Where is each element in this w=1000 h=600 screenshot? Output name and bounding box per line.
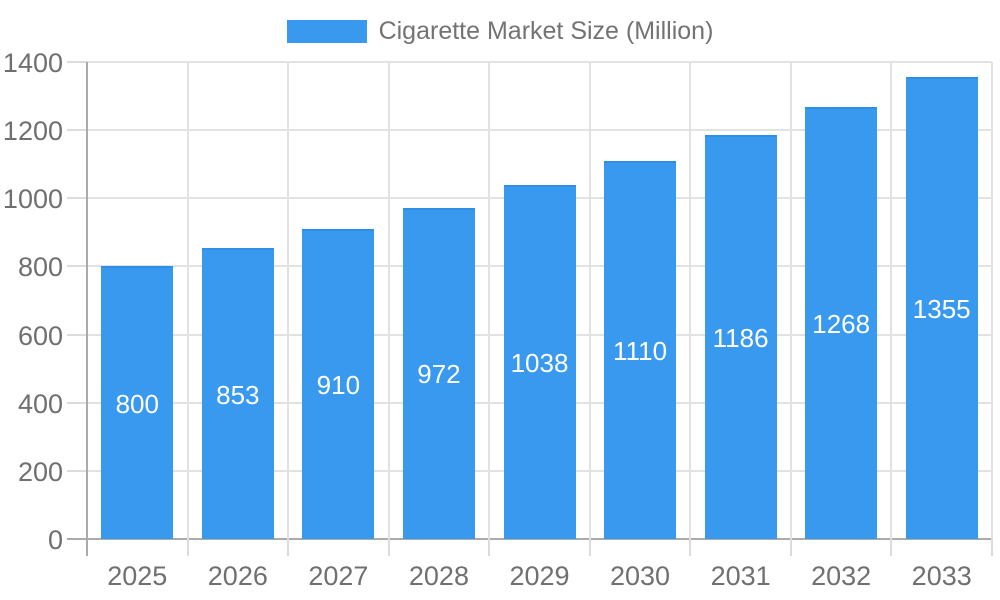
x-gridline: [488, 62, 491, 539]
bar[interactable]: 1110: [604, 160, 677, 539]
x-tick: [890, 539, 893, 556]
x-gridline: [387, 62, 390, 539]
x-tick-label: 2029: [509, 561, 570, 591]
x-tick: [789, 539, 792, 556]
bar-value-label: 853: [216, 379, 260, 410]
x-gridline: [991, 62, 993, 539]
x-tick: [287, 539, 290, 556]
x-tick: [186, 539, 189, 556]
bar[interactable]: 1355: [905, 77, 978, 539]
x-tick-label: 2026: [207, 561, 268, 591]
y-tick-label: 600: [17, 320, 63, 351]
x-tick-label: 2033: [911, 561, 972, 591]
x-gridline: [689, 62, 692, 539]
x-gridline: [186, 62, 189, 539]
bar-value-label: 1110: [613, 335, 668, 366]
y-gridline: [87, 129, 992, 132]
legend-item[interactable]: Cigarette Market Size (Million): [0, 19, 1000, 44]
y-tick: [67, 61, 87, 63]
y-tick-label: 1200: [2, 116, 63, 147]
y-tick-label: 400: [17, 388, 63, 419]
y-tick: [67, 469, 87, 472]
x-tick: [387, 539, 390, 556]
y-tick-label: 1400: [2, 48, 63, 78]
x-tick-label: 2025: [107, 561, 168, 591]
bar[interactable]: 1186: [704, 134, 777, 539]
bar[interactable]: 972: [402, 207, 475, 539]
legend-label: Cigarette Market Size (Million): [378, 17, 714, 45]
y-tick: [67, 129, 87, 132]
y-tick-label: 1000: [2, 184, 63, 215]
bar[interactable]: 800: [101, 266, 174, 539]
bar-value-label: 800: [115, 388, 159, 419]
bar-value-label: 1186: [712, 322, 769, 353]
x-tick-label: 2030: [610, 561, 671, 591]
x-tick: [588, 539, 591, 556]
y-tick: [67, 265, 87, 268]
x-tick-label: 2028: [408, 561, 469, 591]
y-gridline: [87, 538, 992, 540]
x-tick: [689, 539, 692, 556]
bar-value-label: 1355: [912, 294, 971, 325]
x-tick-label: 2032: [811, 561, 872, 591]
y-tick-label: 200: [17, 456, 63, 487]
y-tick: [67, 401, 87, 404]
y-tick: [67, 333, 87, 336]
bar[interactable]: 1268: [805, 106, 878, 539]
bar[interactable]: 853: [201, 248, 274, 539]
bar-value-label: 910: [316, 369, 361, 400]
legend-swatch: [286, 20, 367, 43]
bar[interactable]: 1038: [503, 185, 576, 539]
bar-value-label: 972: [417, 359, 461, 390]
y-axis-line: [86, 62, 88, 556]
y-tick-label: 0: [47, 525, 63, 555]
y-tick: [67, 538, 87, 540]
bar[interactable]: 910: [302, 228, 375, 539]
bar-value-label: 1268: [812, 308, 871, 339]
x-tick: [488, 539, 491, 556]
x-gridline: [789, 62, 792, 539]
x-gridline: [890, 62, 893, 539]
x-gridline: [588, 62, 591, 539]
x-tick-label: 2031: [710, 561, 771, 591]
x-tick-label: 2027: [308, 561, 369, 591]
y-tick-label: 800: [17, 252, 63, 283]
y-gridline: [87, 61, 992, 63]
x-tick: [991, 539, 993, 556]
y-tick: [67, 197, 87, 200]
bar-value-label: 1038: [510, 348, 569, 379]
x-gridline: [287, 62, 290, 539]
